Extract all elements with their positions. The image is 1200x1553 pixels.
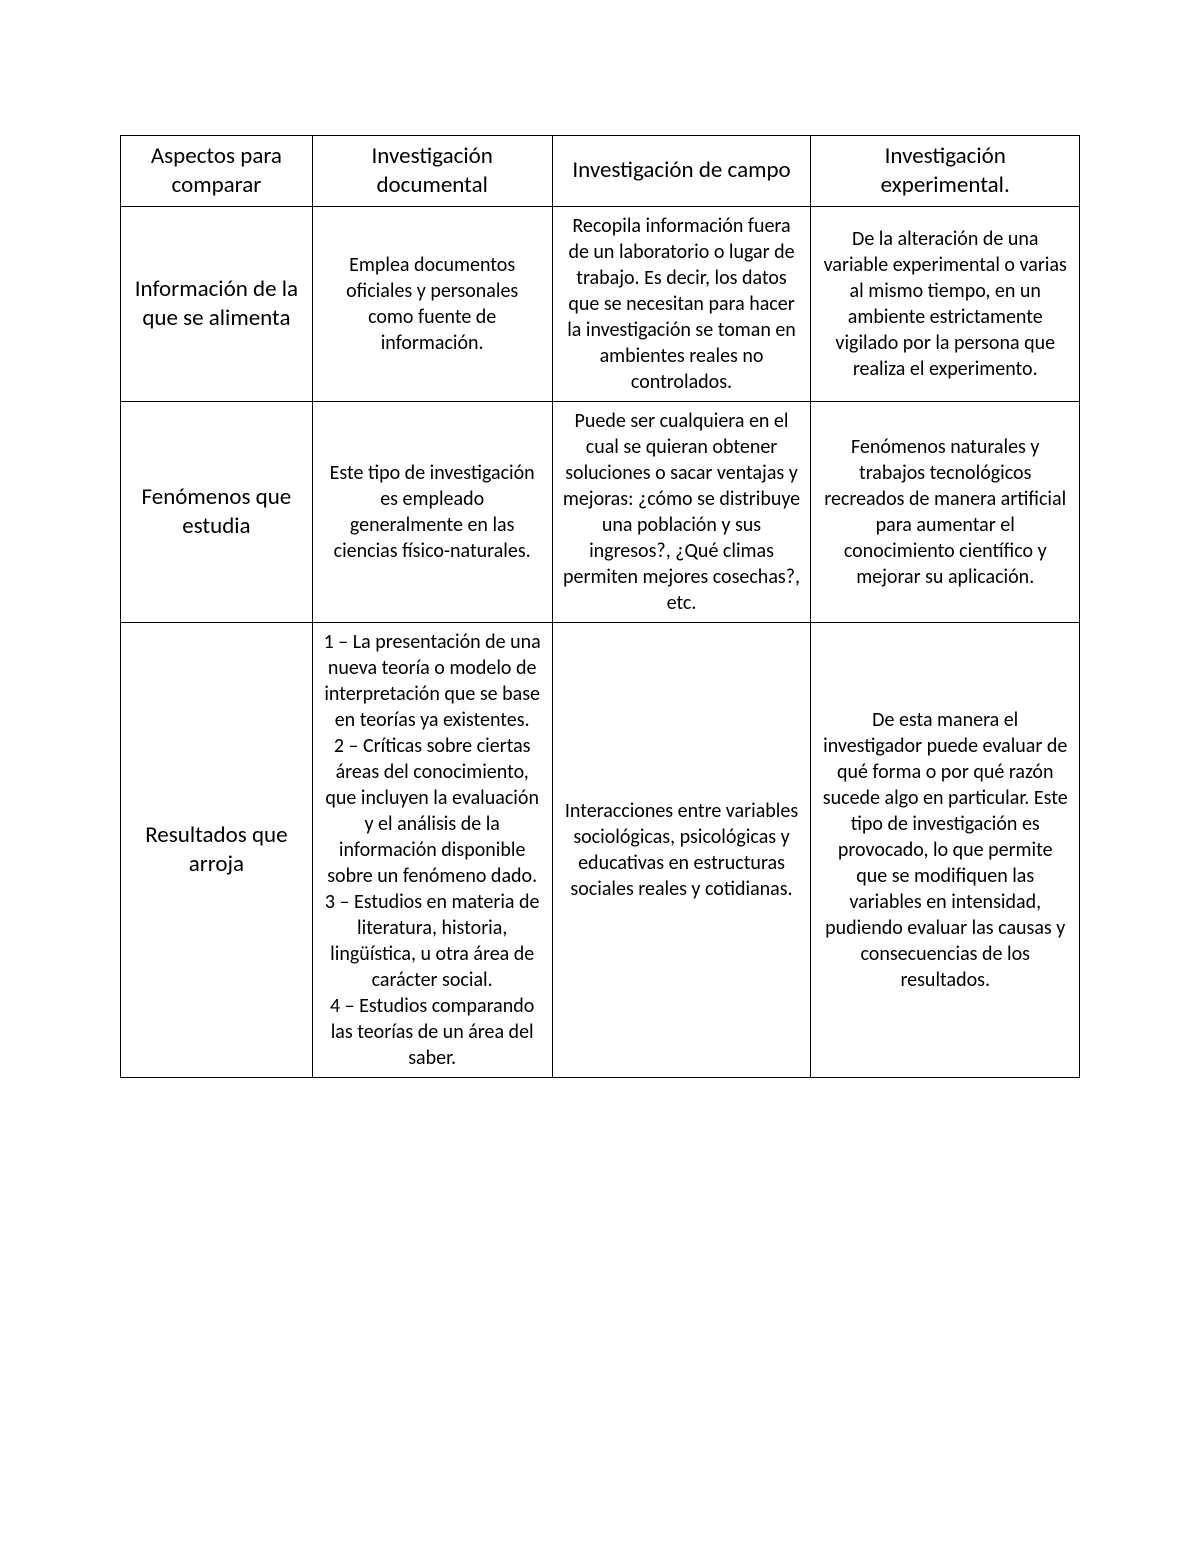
table-row: Fenómenos que estudia Este tipo de inves… [121, 401, 1080, 622]
cell-fenomenos-documental: Este tipo de investigación es empleado g… [312, 401, 552, 622]
comparison-table: Aspectos para comparar Investigación doc… [120, 135, 1080, 1078]
row-label-informacion: Información de la que se alimenta [121, 206, 313, 401]
document-page: Aspectos para comparar Investigación doc… [0, 0, 1200, 1553]
result-item: 3 – Estudios en materia de literatura, h… [323, 889, 542, 993]
header-aspectos: Aspectos para comparar [121, 136, 313, 207]
cell-informacion-experimental: De la alteración de una variable experim… [811, 206, 1080, 401]
header-documental: Investigación documental [312, 136, 552, 207]
row-label-fenomenos: Fenómenos que estudia [121, 401, 313, 622]
cell-resultados-experimental: De esta manera el investigador puede eva… [811, 622, 1080, 1077]
header-campo: Investigación de campo [552, 136, 811, 207]
table-row: Resultados que arroja 1 – La presentació… [121, 622, 1080, 1077]
table-row: Información de la que se alimenta Emplea… [121, 206, 1080, 401]
row-label-resultados: Resultados que arroja [121, 622, 313, 1077]
cell-resultados-campo: Interacciones entre variables sociológic… [552, 622, 811, 1077]
cell-informacion-documental: Emplea documentos oficiales y personales… [312, 206, 552, 401]
result-item: 4 – Estudios comparando las teorías de u… [323, 993, 542, 1071]
cell-informacion-campo: Recopila información fuera de un laborat… [552, 206, 811, 401]
result-item: 1 – La presentación de una nueva teoría … [323, 629, 542, 733]
cell-resultados-documental: 1 – La presentación de una nueva teoría … [312, 622, 552, 1077]
cell-fenomenos-campo: Puede ser cualquiera en el cual se quier… [552, 401, 811, 622]
table-header-row: Aspectos para comparar Investigación doc… [121, 136, 1080, 207]
header-experimental: Investigación experimental. [811, 136, 1080, 207]
cell-fenomenos-experimental: Fenómenos naturales y trabajos tecnológi… [811, 401, 1080, 622]
result-item: 2 – Críticas sobre ciertas áreas del con… [323, 733, 542, 889]
